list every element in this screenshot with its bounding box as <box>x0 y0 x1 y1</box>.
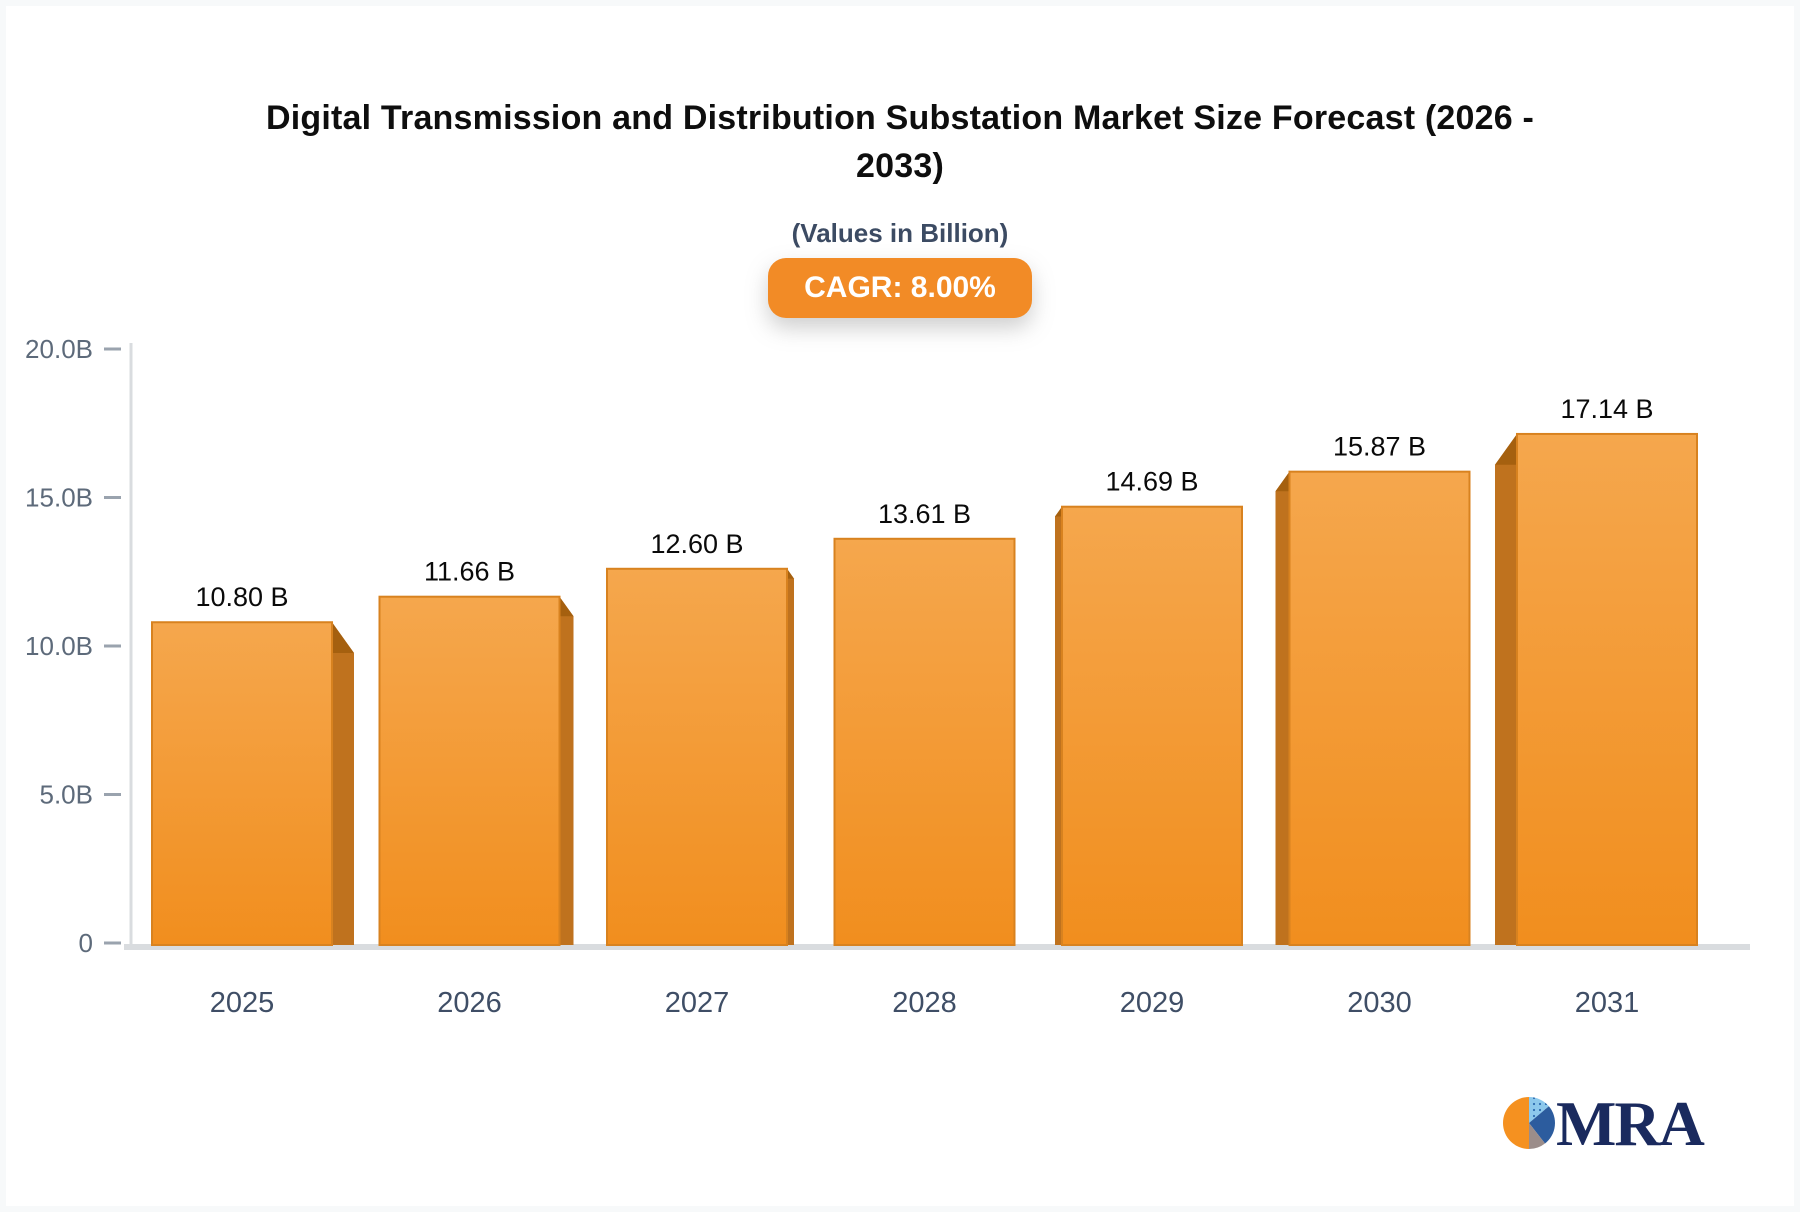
bar-value-label: 17.14 B <box>1560 394 1653 424</box>
y-axis-tick <box>104 347 121 351</box>
logo-text: MRA <box>1556 1088 1705 1159</box>
x-tick-label-2031: 2031 <box>1575 987 1640 1019</box>
chart-subtitle: (Values in Billion) <box>791 218 1009 248</box>
y-tick-label: 5.0B <box>40 780 94 810</box>
pie-slice-orange <box>1503 1097 1529 1149</box>
chart-title-line2: 2033) <box>856 147 944 185</box>
bar-value-label: 14.69 B <box>1105 467 1198 497</box>
chart-title: Digital Transmission and Distribution Su… <box>0 94 1800 190</box>
x-tick-label-2028: 2028 <box>892 987 957 1019</box>
x-tick-label-2027: 2027 <box>665 987 730 1019</box>
chart-header: Digital Transmission and Distribution Su… <box>0 94 1800 318</box>
x-tick-label-2025: 2025 <box>210 987 275 1019</box>
pie-slice-darkblue <box>1529 1106 1555 1144</box>
pie-slice-lightblue-dots <box>1529 1097 1549 1123</box>
bar-side-face <box>1495 433 1517 945</box>
bar-side-face <box>787 568 794 945</box>
chart-title-line1: Digital Transmission and Distribution Su… <box>265 99 1534 137</box>
bar-2029 <box>1061 505 1243 946</box>
bar-value-label: 11.66 B <box>424 557 515 587</box>
bar-2031 <box>1516 432 1698 946</box>
pie-slice-gray <box>1529 1123 1545 1149</box>
bar-bevel-corner <box>332 622 354 654</box>
y-axis-tick <box>104 793 121 796</box>
bar-side-face <box>1055 506 1062 945</box>
cagr-badge: CAGR: 8.00% <box>768 258 1032 318</box>
bar-value-label: 10.80 B <box>195 582 288 612</box>
bar-value-label: 13.61 B <box>878 499 971 529</box>
bar-side-face <box>1275 471 1290 945</box>
y-tick-label: 0 <box>79 928 93 958</box>
bar-bevel-corner <box>1275 471 1290 492</box>
bar-value-label: 12.60 B <box>650 529 743 559</box>
bar-bevel-corner <box>1055 506 1062 517</box>
x-axis-line <box>124 944 1750 950</box>
x-tick-label-2030: 2030 <box>1347 987 1412 1019</box>
y-axis-line <box>129 343 133 948</box>
mra-logo: MRA <box>1503 1088 1707 1159</box>
bar-2025 <box>151 621 333 946</box>
y-axis-tick <box>104 941 121 945</box>
pie-chart-icon <box>1503 1097 1555 1149</box>
bar-bevel-corner <box>1495 433 1517 465</box>
bar-bevel-corner <box>787 568 794 579</box>
bar-2027 <box>606 567 788 947</box>
y-axis-tick <box>104 644 121 648</box>
x-tick-label-2026: 2026 <box>437 987 502 1019</box>
bar-2030 <box>1288 470 1471 946</box>
bar-bevel-corner <box>559 596 574 617</box>
y-axis-tick <box>104 496 121 499</box>
y-tick-label: 15.0B <box>25 483 93 513</box>
bar-side-face <box>332 622 354 945</box>
y-tick-label: 20.0B <box>25 334 93 364</box>
bar-2028 <box>833 537 1016 947</box>
bar-value-label: 15.87 B <box>1333 432 1426 462</box>
x-tick-label-2029: 2029 <box>1120 987 1185 1019</box>
bar-2026 <box>378 595 561 946</box>
y-tick-label: 10.0B <box>25 631 93 661</box>
bar-side-face <box>559 596 574 945</box>
brand-logo: MRA <box>1496 1078 1766 1175</box>
